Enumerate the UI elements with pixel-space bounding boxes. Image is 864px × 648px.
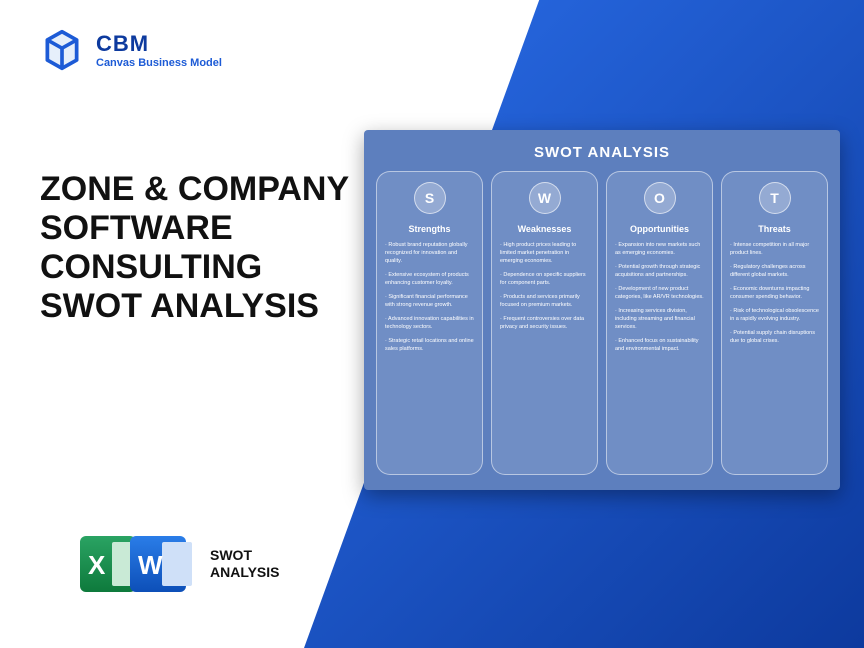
swot-column-title: Opportunities [630, 224, 689, 234]
swot-column: S Strengths · Robust brand reputation glob… [376, 171, 483, 475]
swot-item: · Dependence on specific suppliers for c… [500, 272, 589, 288]
logo: CBM Canvas Business Model [40, 28, 222, 72]
swot-items: · Intense competition in all major produ… [730, 242, 819, 352]
swot-item: · Development of new product categories,… [615, 286, 704, 302]
swot-item: · Extensive ecosystem of products enhanc… [385, 272, 474, 288]
swot-item: · Risk of technological obsolescence in … [730, 308, 819, 324]
swot-item: · Economic downturns impacting consumer … [730, 286, 819, 302]
excel-icon: X [80, 536, 136, 592]
swot-items: · Expansion into new markets such as eme… [615, 242, 704, 360]
footer-label: SWOT ANALYSIS [210, 547, 280, 581]
swot-item: · Intense competition in all major produ… [730, 242, 819, 258]
page-title: ZONE & COMPANY SOFTWARE CONSULTING SWOT … [40, 170, 370, 326]
footer-icons: X W SWOT ANALYSIS [80, 536, 280, 592]
word-icon: W [130, 536, 186, 592]
swot-item: · Increasing services division, includin… [615, 308, 704, 332]
swot-item: · High product prices leading to limited… [500, 242, 589, 266]
swot-item: · Advanced innovation capabilities in te… [385, 316, 474, 332]
swot-item: · Significant financial performance with… [385, 294, 474, 310]
swot-column-title: Threats [758, 224, 791, 234]
swot-item: · Expansion into new markets such as eme… [615, 242, 704, 258]
swot-item: · Regulatory challenges across different… [730, 264, 819, 280]
swot-item: · Potential growth through strategic acq… [615, 264, 704, 280]
swot-items: · High product prices leading to limited… [500, 242, 589, 338]
swot-item: · Frequent controversies over data priva… [500, 316, 589, 332]
swot-badge: O [644, 182, 676, 214]
swot-item: · Robust brand reputation globally recog… [385, 242, 474, 266]
swot-badge: T [759, 182, 791, 214]
swot-item: · Potential supply chain disruptions due… [730, 330, 819, 346]
swot-panel: SWOT ANALYSIS S Strengths · Robust brand r… [364, 130, 840, 490]
swot-column: O Opportunities · Expansion into new marke… [606, 171, 713, 475]
swot-badge: S [414, 182, 446, 214]
logo-icon [40, 28, 84, 72]
swot-badge: W [529, 182, 561, 214]
swot-column: W Weaknesses · High product prices leading… [491, 171, 598, 475]
logo-title: CBM [96, 31, 222, 57]
swot-items: · Robust brand reputation globally recog… [385, 242, 474, 360]
swot-column: T Threats · Intense competition in all maj… [721, 171, 828, 475]
logo-subtitle: Canvas Business Model [96, 57, 222, 69]
swot-column-title: Strengths [408, 224, 450, 234]
swot-item: · Strategic retail locations and online … [385, 338, 474, 354]
swot-column-title: Weaknesses [518, 224, 572, 234]
panel-title: SWOT ANALYSIS [376, 144, 828, 161]
swot-item: · Products and services primarily focuse… [500, 294, 589, 310]
swot-columns: S Strengths · Robust brand reputation glob… [376, 171, 828, 475]
swot-item: · Enhanced focus on sustainability and e… [615, 338, 704, 354]
